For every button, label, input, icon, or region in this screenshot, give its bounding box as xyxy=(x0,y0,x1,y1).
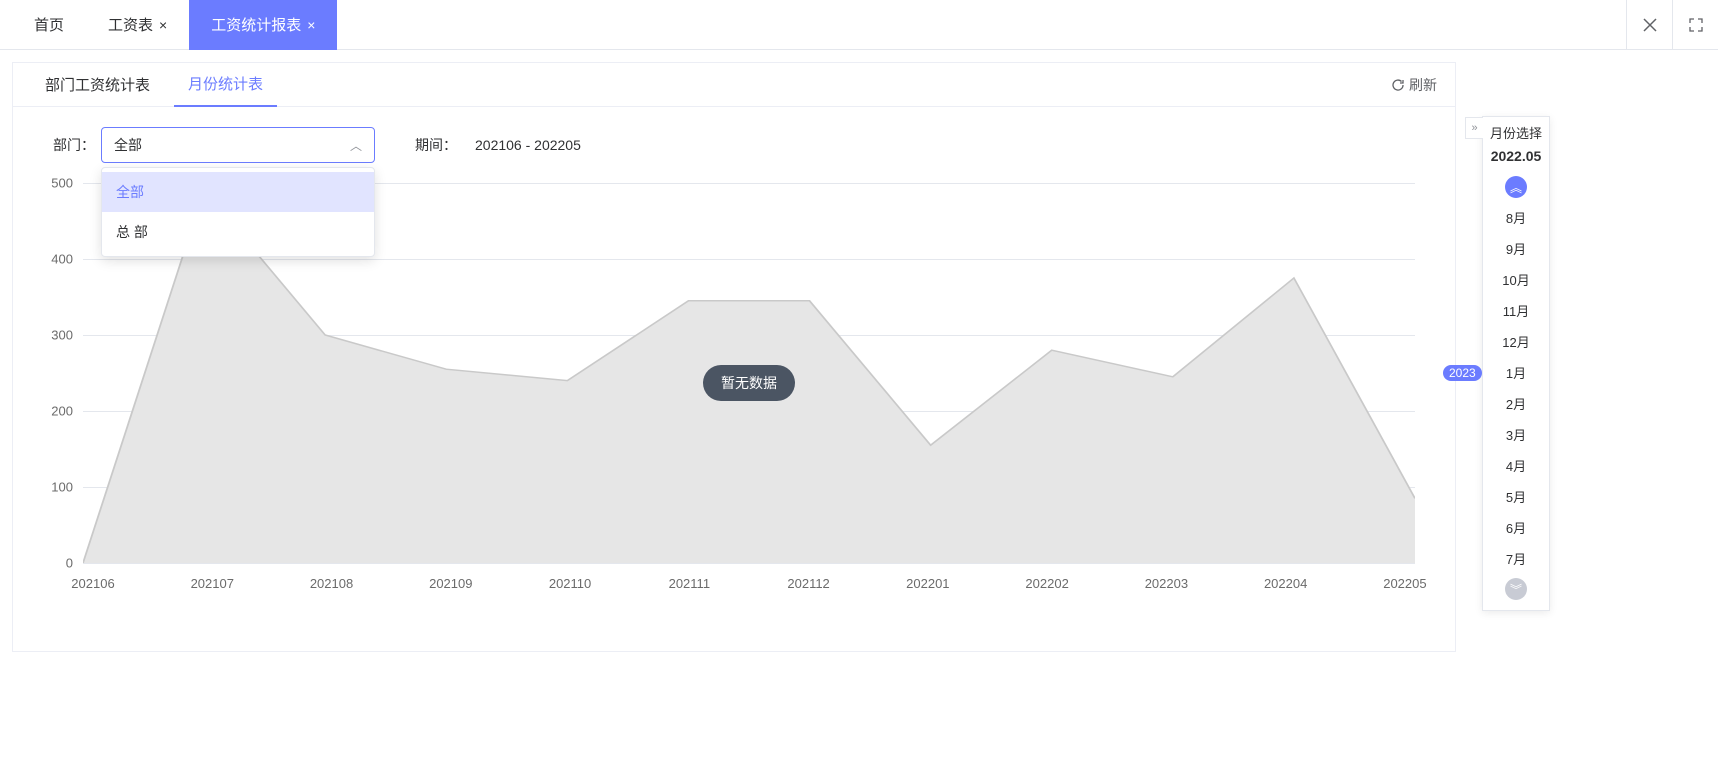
x-axis: 202106 202107 202108 202109 202110 202111 2021… xyxy=(63,576,1435,591)
month-item[interactable]: 3月 xyxy=(1483,419,1549,450)
sub-tab-bar: 部门工资统计表 月份统计表 刷新 xyxy=(13,63,1455,107)
chevron-down-icon: ︾ xyxy=(1510,581,1522,598)
year-badge: 2023 xyxy=(1443,365,1482,381)
dept-select[interactable]: 全部 ︿ xyxy=(101,127,375,163)
top-tab-salary-report-label: 工资统计报表 xyxy=(211,14,301,35)
month-item[interactable]: 1月2023 xyxy=(1483,357,1549,388)
month-item[interactable]: 8月 xyxy=(1483,202,1549,233)
dept-select-value: 全部 xyxy=(114,135,142,155)
month-item[interactable]: 7月 xyxy=(1483,543,1549,574)
window-close-button[interactable] xyxy=(1626,0,1672,50)
month-item[interactable]: 9月 xyxy=(1483,233,1549,264)
x-tick: 202108 xyxy=(302,576,362,591)
x-tick: 202202 xyxy=(1017,576,1077,591)
sub-tab-month-stats-label: 月份统计表 xyxy=(188,73,263,94)
y-tick: 300 xyxy=(51,328,73,343)
top-tab-salary-report[interactable]: 工资统计报表 × xyxy=(189,0,337,50)
month-picker-current: 2022.05 xyxy=(1491,144,1542,172)
sub-tab-dept-stats-label: 部门工资统计表 xyxy=(45,74,150,95)
month-item[interactable]: 10月 xyxy=(1483,264,1549,295)
refresh-icon xyxy=(1391,78,1405,92)
month-item[interactable]: 6月 xyxy=(1483,512,1549,543)
x-tick: 202204 xyxy=(1256,576,1316,591)
sub-tab-month-stats[interactable]: 月份统计表 xyxy=(174,63,277,107)
no-data-badge: 暂无数据 xyxy=(703,365,795,401)
sub-tab-dept-stats[interactable]: 部门工资统计表 xyxy=(31,63,164,107)
x-tick: 202110 xyxy=(540,576,600,591)
x-tick: 202112 xyxy=(779,576,839,591)
content-panel: 部门工资统计表 月份统计表 刷新 部门： 全部 ︿ 全部 总 部 xyxy=(12,62,1456,652)
month-item[interactable]: 5月 xyxy=(1483,481,1549,512)
top-tab-home[interactable]: 首页 xyxy=(12,0,86,50)
refresh-button[interactable]: 刷新 xyxy=(1391,63,1437,107)
y-tick: 400 xyxy=(51,252,73,267)
y-tick: 0 xyxy=(66,556,73,571)
dept-select-wrap: 全部 ︿ 全部 总 部 xyxy=(101,127,375,163)
month-item[interactable]: 12月 xyxy=(1483,326,1549,357)
x-tick: 202201 xyxy=(898,576,958,591)
chevron-up-icon: ︽ xyxy=(1510,179,1522,196)
topright-controls xyxy=(1626,0,1718,50)
y-axis: 0100200300400500 xyxy=(33,183,73,563)
x-tick: 202203 xyxy=(1136,576,1196,591)
chevron-up-icon: ︿ xyxy=(350,137,362,154)
top-tab-salary-label: 工资表 xyxy=(108,14,153,35)
month-picker-panel: » 月份选择 2022.05 ︽ 8月9月10月11月12月1月20232月3月… xyxy=(1482,116,1550,611)
period-value: 202106 - 202205 xyxy=(475,137,581,153)
top-tab-salary[interactable]: 工资表 × xyxy=(86,0,189,50)
month-item[interactable]: 2月 xyxy=(1483,388,1549,419)
expand-icon xyxy=(1689,18,1703,32)
x-tick: 202106 xyxy=(63,576,123,591)
y-tick: 200 xyxy=(51,404,73,419)
close-icon xyxy=(1643,18,1657,32)
dept-dropdown: 全部 总 部 xyxy=(101,167,375,257)
filter-row: 部门： 全部 ︿ 全部 总 部 期间： 202106 - 202205 xyxy=(13,107,1455,173)
dept-label: 部门： xyxy=(53,135,95,155)
month-picker-title: 月份选择 xyxy=(1483,117,1549,144)
close-icon[interactable]: × xyxy=(159,17,167,33)
dept-option-hq-label: 总 部 xyxy=(116,224,148,240)
x-tick: 202107 xyxy=(182,576,242,591)
x-tick: 202109 xyxy=(421,576,481,591)
month-scroll-up[interactable]: ︽ xyxy=(1505,176,1527,198)
x-tick: 202205 xyxy=(1375,576,1435,591)
dept-option-hq[interactable]: 总 部 xyxy=(102,212,374,252)
close-icon[interactable]: × xyxy=(307,17,315,33)
dept-option-all[interactable]: 全部 xyxy=(102,172,374,212)
grid-line xyxy=(83,563,1415,564)
refresh-label: 刷新 xyxy=(1409,75,1437,95)
fullscreen-button[interactable] xyxy=(1672,0,1718,50)
top-tab-home-label: 首页 xyxy=(34,14,64,35)
dept-option-all-label: 全部 xyxy=(116,184,144,200)
period-label: 期间： xyxy=(415,135,457,155)
month-item[interactable]: 4月 xyxy=(1483,450,1549,481)
y-tick: 100 xyxy=(51,480,73,495)
month-item[interactable]: 11月 xyxy=(1483,295,1549,326)
month-panel-collapse[interactable]: » xyxy=(1465,117,1483,139)
top-tab-bar: 首页 工资表 × 工资统计报表 × xyxy=(0,0,1718,50)
x-tick: 202111 xyxy=(659,576,719,591)
month-scroll-down[interactable]: ︾ xyxy=(1505,578,1527,600)
chevron-right-icon: » xyxy=(1471,122,1477,134)
y-tick: 500 xyxy=(51,176,73,191)
month-list: 8月9月10月11月12月1月20232月3月4月5月6月7月 xyxy=(1483,202,1549,574)
